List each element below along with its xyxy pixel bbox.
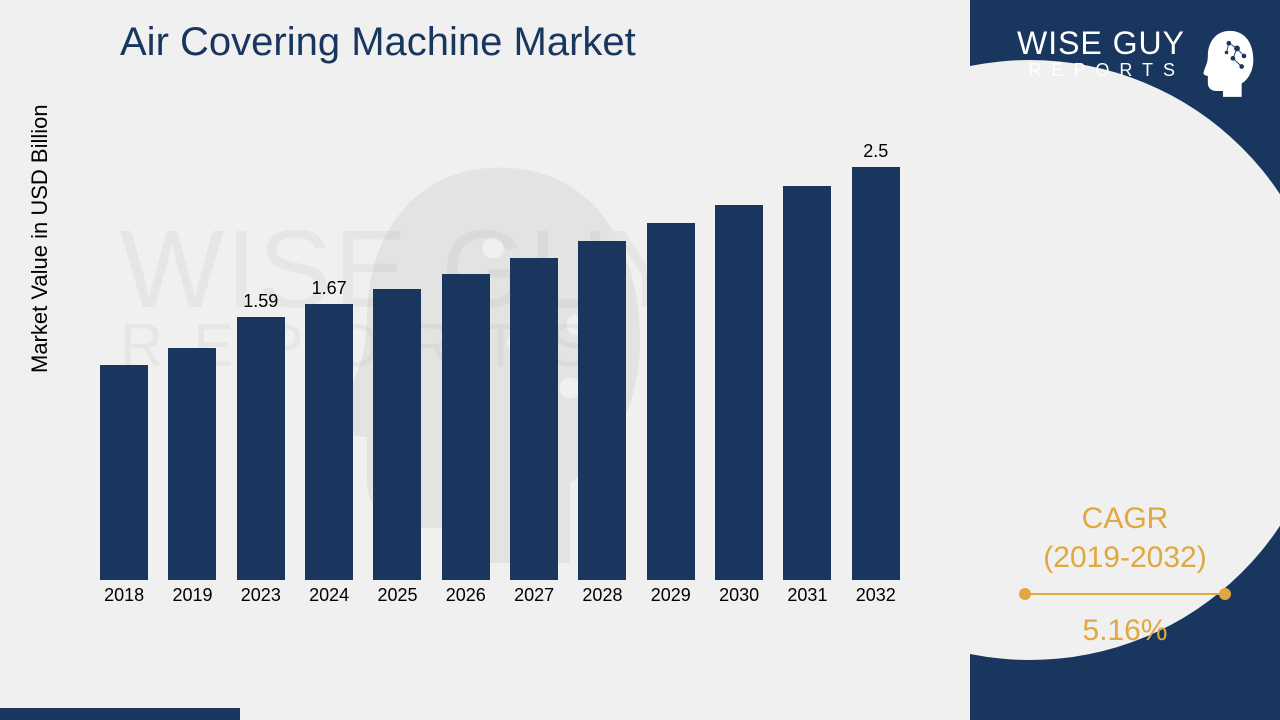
bar [783,186,831,580]
brand-sub: REPORTS [1017,60,1185,81]
bar [578,241,626,580]
bar-wrap [783,160,831,580]
bar [442,274,490,580]
bar-wrap [373,263,421,580]
x-tick-label: 2029 [647,585,695,606]
bar-wrap [442,248,490,580]
bar-wrap: 2.5 [852,141,900,580]
cagr-divider [1025,593,1225,595]
bar [237,317,285,580]
x-tick-label: 2026 [442,585,490,606]
bar-wrap [100,339,148,580]
bar-wrap: 1.59 [237,291,285,580]
bar-wrap [647,197,695,580]
cagr-box: CAGR (2019-2032) 5.16% [1005,499,1245,650]
x-tick-label: 2025 [373,585,421,606]
x-tick-label: 2024 [305,585,353,606]
bar [510,258,558,581]
cagr-value: 5.16% [1005,611,1245,650]
brand-logo: WISE GUY REPORTS [1017,25,1185,81]
bar [647,223,695,580]
chart-title: Air Covering Machine Market [120,20,636,65]
bar-wrap [578,215,626,580]
bar-wrap [715,179,763,580]
main-area: WISE GUYREPORTS Air Covering Machine Mar… [0,0,970,720]
x-axis-labels: 2018 2019 2023 2024 2025 2026 2027 2028 2029 2030… [90,585,910,606]
bar [373,289,421,580]
bar [100,365,148,580]
x-tick-label: 2023 [237,585,285,606]
cagr-period: (2019-2032) [1005,538,1245,577]
bar-wrap [168,322,216,580]
x-tick-label: 2019 [168,585,216,606]
x-tick-label: 2018 [100,585,148,606]
x-tick-label: 2030 [715,585,763,606]
bar-chart: 1.591.672.5 [90,150,910,580]
cagr-label: CAGR [1005,499,1245,538]
bottom-accent-bar [0,708,240,720]
y-axis-label: Market Value in USD Billion [27,104,53,373]
bar-value-label: 1.67 [312,278,347,300]
bar [168,348,216,580]
bar [852,167,900,580]
bar [715,205,763,580]
bar [305,304,353,580]
bar-value-label: 1.59 [243,291,278,313]
x-tick-label: 2031 [783,585,831,606]
brand-head-icon [1200,28,1260,98]
bar-value-label: 2.5 [863,141,888,163]
bar-wrap: 1.67 [305,278,353,580]
brand-name: WISE GUY [1017,25,1185,61]
x-tick-label: 2028 [578,585,626,606]
bar-wrap [510,232,558,581]
x-tick-label: 2027 [510,585,558,606]
x-tick-label: 2032 [852,585,900,606]
